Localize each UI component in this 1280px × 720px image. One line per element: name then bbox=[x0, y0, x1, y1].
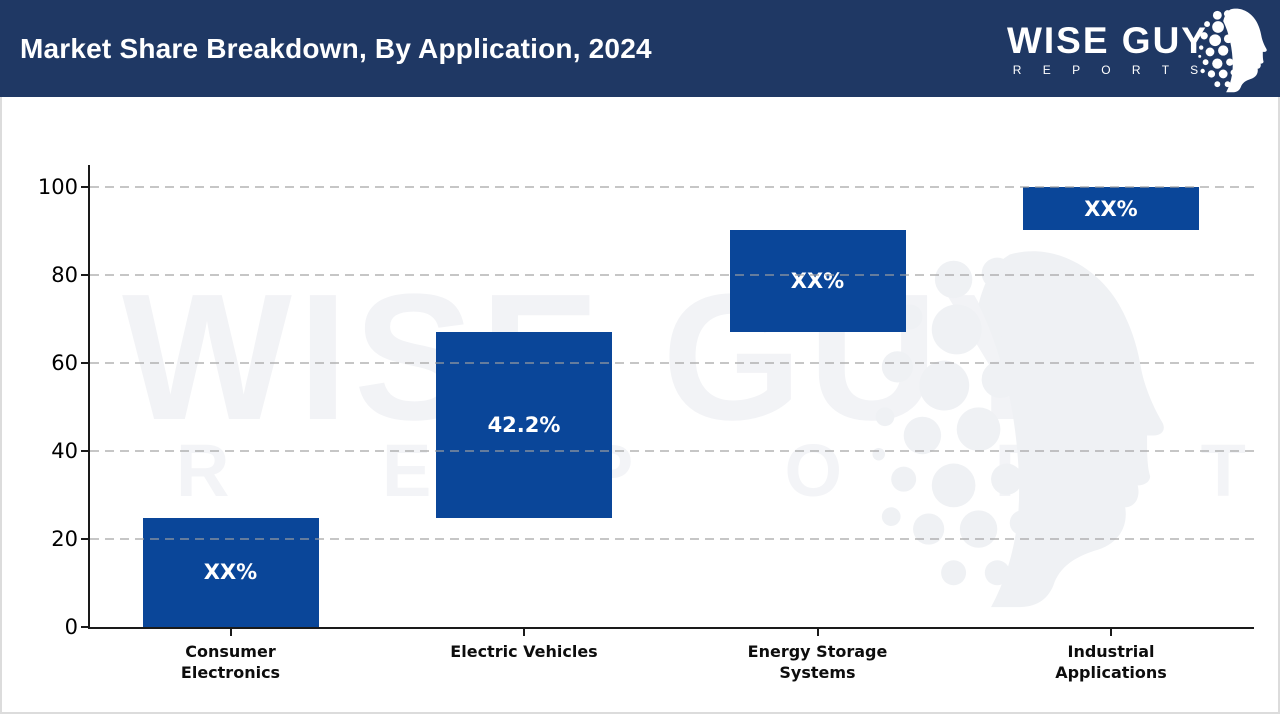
bar-electric-vehicles: 42.2% bbox=[436, 332, 612, 518]
x-category-label-0: Consumer Electronics bbox=[111, 641, 351, 683]
bar-value-label: XX% bbox=[203, 560, 258, 585]
y-axis-line bbox=[88, 165, 90, 629]
bar-value-label: XX% bbox=[790, 269, 845, 294]
bar-industrial-applications: XX% bbox=[1023, 187, 1199, 231]
x-category-label-3: Industrial Applications bbox=[991, 641, 1231, 683]
bar-energy-storage-systems: XX% bbox=[729, 230, 906, 333]
x-category-label-2: Energy Storage Systems bbox=[698, 641, 938, 683]
x-category-label-line: Industrial bbox=[1067, 642, 1155, 661]
x-tick-mark-2 bbox=[816, 629, 819, 636]
bar-value-label: XX% bbox=[1084, 196, 1138, 221]
x-category-label-line: Applications bbox=[1055, 663, 1167, 682]
panel-border-right bbox=[1278, 97, 1280, 713]
gridline-20 bbox=[90, 538, 1254, 540]
x-axis-line bbox=[88, 627, 1254, 629]
x-category-label-line: Electronics bbox=[180, 663, 281, 682]
y-tick-mark-20 bbox=[81, 538, 88, 540]
x-category-label-line: Consumer bbox=[185, 642, 276, 661]
header-bar: Market Share Breakdown, By Application, … bbox=[0, 0, 1280, 97]
bar-value-label: 42.2% bbox=[487, 413, 561, 438]
logo-text: WISE GUY R E P O R T S bbox=[1007, 22, 1208, 77]
y-tick-mark-0 bbox=[81, 626, 88, 628]
watermark-head-profile-icon bbox=[860, 226, 1172, 620]
y-tick-mark-60 bbox=[81, 362, 88, 364]
wiseguy-logo: WISE GUY R E P O R T S bbox=[1007, 3, 1270, 95]
y-tick-label-100: 100 bbox=[37, 175, 78, 199]
y-tick-mark-40 bbox=[81, 450, 88, 452]
y-tick-label-20: 20 bbox=[51, 527, 78, 551]
gridline-80 bbox=[90, 274, 1254, 276]
logo-reports-label: R E P O R T S bbox=[1012, 62, 1208, 77]
x-category-label-1: Electric Vehicles bbox=[404, 641, 644, 662]
y-tick-mark-100 bbox=[81, 186, 88, 188]
x-category-label-line: Energy Storage bbox=[747, 642, 888, 661]
x-tick-mark-1 bbox=[523, 629, 525, 636]
x-tick-mark-0 bbox=[229, 629, 232, 636]
logo-head-profile-icon bbox=[1194, 5, 1270, 93]
x-tick-mark-3 bbox=[1110, 629, 1112, 636]
gridline-40 bbox=[90, 450, 1254, 452]
y-tick-label-60: 60 bbox=[51, 351, 78, 375]
panel-border-bottom bbox=[0, 712, 1280, 714]
x-category-label-line: Electric Vehicles bbox=[450, 642, 598, 661]
x-category-label-line: Systems bbox=[779, 663, 856, 682]
y-tick-mark-80 bbox=[81, 274, 88, 276]
bar-consumer-electronics: XX% bbox=[142, 517, 319, 627]
y-tick-label-40: 40 bbox=[51, 439, 78, 463]
y-tick-label-0: 0 bbox=[64, 615, 78, 639]
gridline-60 bbox=[90, 362, 1254, 364]
y-tick-label-80: 80 bbox=[51, 263, 78, 287]
logo-wordmark: WISE GUY bbox=[1006, 19, 1208, 61]
page-title: Market Share Breakdown, By Application, … bbox=[20, 32, 652, 64]
panel-border-left bbox=[0, 97, 2, 713]
gridline-100 bbox=[90, 186, 1254, 188]
